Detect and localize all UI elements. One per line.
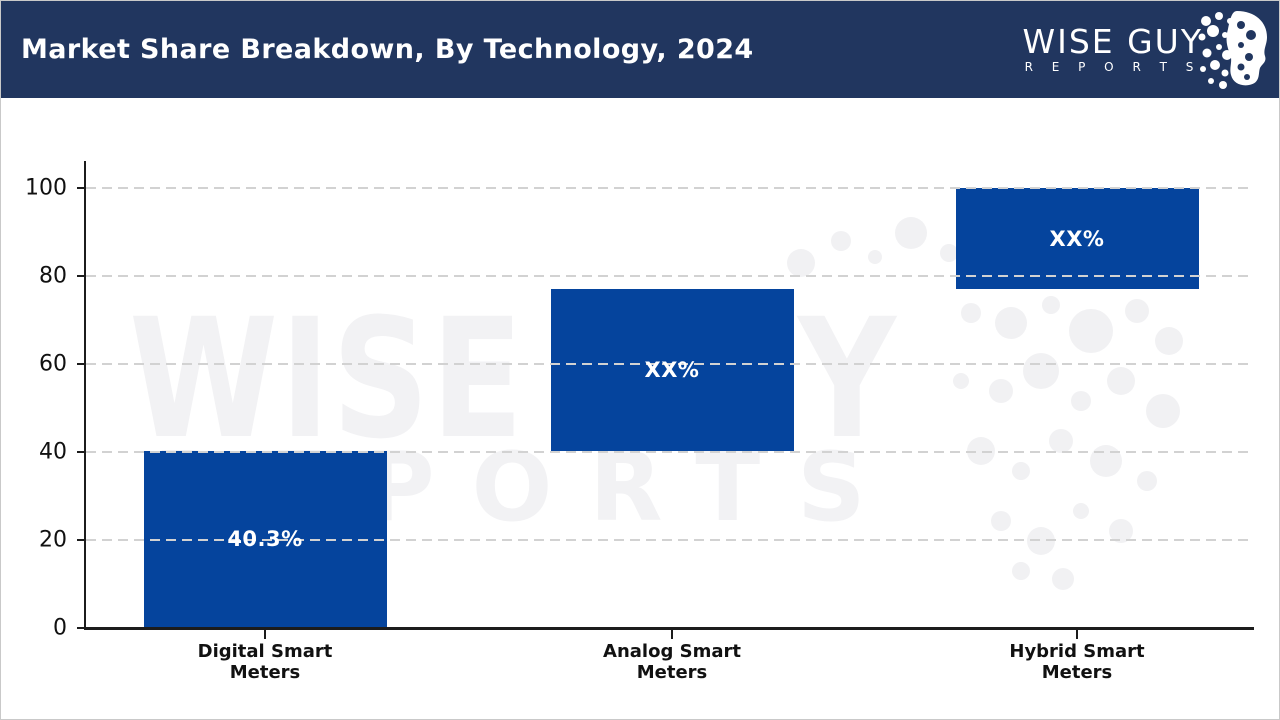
bar-value-label: XX% <box>1049 226 1105 251</box>
y-tick-mark <box>77 187 86 189</box>
y-tick-label: 80 <box>39 263 67 289</box>
y-tick-mark <box>77 363 86 365</box>
x-tick-mark <box>671 630 673 639</box>
y-tick-mark <box>77 627 86 629</box>
wiseguy-face-icon <box>1198 10 1267 89</box>
gridline-40 <box>86 451 1254 453</box>
wiseguy-reports-subtext: R E P O R T S <box>1024 60 1201 74</box>
y-tick-mark <box>77 451 86 453</box>
x-tick-mark <box>1076 630 1078 639</box>
x-category-label-hybrid-smart: Hybrid Smart Meters <box>1009 641 1145 683</box>
gridline-60 <box>86 363 1254 365</box>
gridline-100 <box>86 187 1254 189</box>
y-tick-label: 100 <box>25 175 67 201</box>
bar-value-label: 40.3% <box>227 527 303 552</box>
wiseguy-logo: WISE GUY R E P O R T S <box>1022 9 1271 91</box>
x-tick-mark <box>264 630 266 639</box>
y-tick-label: 20 <box>39 527 67 553</box>
wiseguy-logo-text: WISE GUY R E P O R T S <box>1022 24 1203 75</box>
gridline-80 <box>86 275 1254 277</box>
bar-value-label: XX% <box>644 357 700 382</box>
y-tick-mark <box>77 539 86 541</box>
y-tick-label: 60 <box>39 351 67 377</box>
wiseguy-wordmark: WISE GUY <box>1022 22 1203 61</box>
gridline-20 <box>86 539 1254 541</box>
y-tick-mark <box>77 275 86 277</box>
x-category-label-analog-smart: Analog Smart Meters <box>603 641 741 683</box>
y-tick-label: 0 <box>53 615 67 641</box>
bar-analog-smart-meters <box>550 289 794 451</box>
x-axis-line <box>86 627 1254 630</box>
y-axis-line <box>84 161 86 630</box>
header-bar: Market Share Breakdown, By Technology, 2… <box>1 1 1279 98</box>
x-category-label-digital-smart: Digital Smart Meters <box>197 641 333 683</box>
chart-title: Market Share Breakdown, By Technology, 2… <box>21 34 754 65</box>
y-tick-label: 40 <box>39 439 67 465</box>
